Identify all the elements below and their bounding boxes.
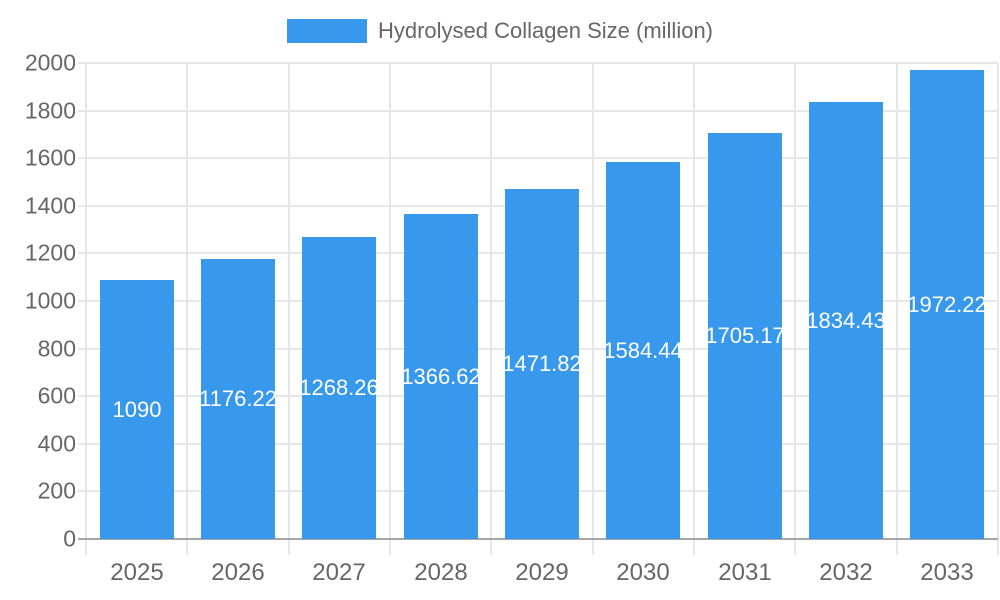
bar-value-label: 1268.26 [302, 375, 376, 400]
bar-value-label: 1834.43 [809, 307, 883, 333]
x-tick-label: 2028 [414, 559, 468, 586]
x-tick-label: 2031 [718, 559, 772, 586]
chart-legend-item[interactable]: Hydrolysed Collagen Size (million) [0, 18, 1000, 44]
x-gridline [85, 63, 87, 539]
y-tick-label: 400 [37, 430, 76, 457]
y-tick-label: 1600 [24, 144, 76, 171]
x-tick-label: 2026 [211, 559, 265, 586]
x-gridline [490, 63, 492, 539]
x-gridline [288, 63, 290, 539]
y-tick-label: 1800 [24, 97, 76, 124]
x-axis-tick [490, 539, 492, 555]
y-gridline [86, 157, 998, 159]
bar-value-label: 1366.62 [404, 363, 478, 389]
y-axis-tick [78, 110, 86, 112]
y-tick-label: 1400 [24, 192, 76, 219]
y-axis-tick [78, 300, 86, 302]
x-tick-label: 2030 [616, 559, 670, 586]
x-tick-label: 2027 [312, 559, 366, 586]
bar-2033[interactable]: 1972.22 [910, 70, 984, 539]
bar-2029[interactable]: 1471.82 [505, 189, 579, 539]
bar-2027[interactable]: 1268.26 [302, 237, 376, 539]
bar-value-label: 1972.22 [910, 291, 984, 317]
y-axis-tick [78, 252, 86, 254]
x-gridline [794, 63, 796, 539]
y-gridline [86, 62, 998, 64]
x-axis-tick [592, 539, 594, 555]
y-axis-tick [78, 205, 86, 207]
x-axis-tick [85, 539, 87, 555]
bar-value-label: 1471.82 [505, 351, 579, 376]
y-axis-tick [78, 157, 86, 159]
x-axis-line [78, 538, 998, 540]
x-axis-tick [794, 539, 796, 555]
x-tick-label: 2032 [819, 559, 873, 586]
x-gridline [592, 63, 594, 539]
x-gridline [186, 63, 188, 539]
bar-value-label: 1090 [112, 396, 162, 422]
x-gridline [896, 63, 898, 539]
y-axis-tick [78, 443, 86, 445]
bar-2025[interactable]: 1090 [100, 280, 174, 539]
bar-value-label: 1584.44 [606, 337, 680, 363]
x-tick-label: 2029 [515, 559, 569, 586]
x-axis-tick [186, 539, 188, 555]
y-tick-label: 200 [37, 477, 76, 504]
bar-2026[interactable]: 1176.22 [201, 259, 275, 539]
bar-value-label: 1705.17 [708, 323, 782, 348]
legend-swatch [286, 19, 367, 43]
x-axis-tick [693, 539, 695, 555]
y-tick-label: 600 [37, 382, 76, 409]
bar-value-label: 1176.22 [201, 386, 275, 411]
x-tick-label: 2025 [110, 559, 164, 586]
x-axis-tick [896, 539, 898, 555]
y-axis-tick [78, 348, 86, 350]
legend-label: Hydrolysed Collagen Size (million) [377, 18, 714, 43]
y-tick-label: 800 [37, 335, 76, 362]
x-gridline [389, 63, 391, 539]
bar-2028[interactable]: 1366.62 [404, 214, 478, 539]
y-axis-tick [78, 395, 86, 397]
bar-2032[interactable]: 1834.43 [809, 102, 883, 539]
y-tick-label: 2000 [24, 49, 76, 76]
y-gridline [86, 110, 998, 112]
x-gridline [997, 63, 999, 539]
x-axis-tick [997, 539, 999, 555]
y-axis-tick [78, 490, 86, 492]
x-tick-label: 2033 [920, 559, 974, 586]
bar-2030[interactable]: 1584.44 [606, 162, 680, 539]
y-axis-tick [78, 62, 86, 64]
y-tick-label: 1200 [24, 239, 76, 266]
x-axis-tick [288, 539, 290, 555]
bar-2031[interactable]: 1705.17 [708, 133, 782, 539]
x-axis-tick [389, 539, 391, 555]
x-gridline [693, 63, 695, 539]
y-tick-label: 0 [63, 525, 76, 552]
y-tick-label: 1000 [24, 287, 76, 314]
